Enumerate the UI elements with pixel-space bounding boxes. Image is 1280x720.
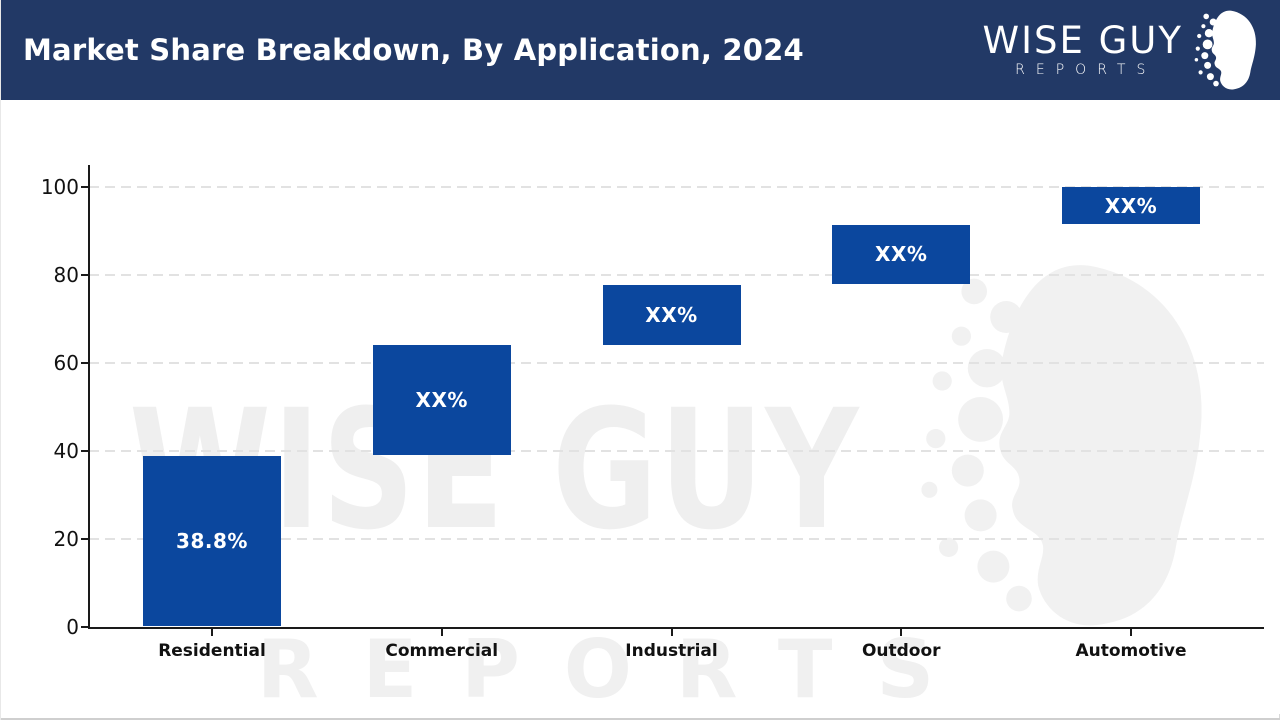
x-tick-mark-industrial (670, 628, 673, 636)
bar-outdoor: XX% (832, 224, 971, 284)
x-category-label-commercial: Commercial (385, 640, 499, 661)
brand-logo: WISE GUY REPORTS (983, 8, 1259, 92)
x-category-label-automotive: Automotive (1075, 640, 1187, 661)
y-tick-label-20: 20 (53, 526, 79, 551)
bar-value-label-automotive: XX% (1104, 193, 1158, 218)
bar-automotive: XX% (1062, 187, 1200, 224)
y-tick-mark-80 (81, 273, 89, 276)
x-category-label-industrial: Industrial (625, 640, 718, 661)
bar-value-label-commercial: XX% (415, 387, 468, 412)
y-tick-label-60: 60 (53, 350, 79, 375)
y-axis-spine (88, 165, 90, 629)
x-axis-spine (88, 626, 1264, 629)
y-tick-label-80: 80 (53, 262, 79, 287)
brand-wordmark: WISE GUY REPORTS (983, 22, 1183, 78)
bar-value-label-industrial: XX% (645, 302, 698, 327)
gridline-20 (89, 537, 1264, 540)
y-tick-mark-60 (81, 361, 89, 364)
face-dots-logo-icon (1194, 10, 1256, 90)
y-tick-label-0: 0 (66, 614, 79, 639)
waterfall-chart: WISE GUY REPORTS 0 20 40 60 80 100 38.8% Reside… (1, 100, 1280, 714)
y-tick-mark-0 (81, 625, 89, 628)
gridline-100 (89, 186, 1264, 189)
gridline-60 (89, 361, 1264, 364)
watermark-face-dots-icon (921, 265, 1202, 626)
header: Market Share Breakdown, By Application, … (1, 0, 1280, 100)
bar-residential: 38.8% (143, 456, 281, 627)
bottom-divider (1, 718, 1280, 720)
watermark-reports: REPORTS (257, 623, 979, 716)
brand-name: WISE GUY (982, 19, 1183, 62)
bar-value-label-outdoor: XX% (875, 242, 928, 267)
x-tick-mark-automotive (1130, 628, 1132, 636)
y-tick-mark-100 (81, 186, 89, 189)
x-category-label-residential: Residential (158, 640, 266, 661)
brand-subtitle: REPORTS (1015, 62, 1157, 78)
x-tick-mark-commercial (440, 628, 443, 636)
gridline-80 (89, 273, 1264, 276)
bar-value-label-residential: 38.8% (176, 529, 248, 554)
gridline-40 (89, 449, 1264, 452)
x-category-label-outdoor: Outdoor (861, 640, 941, 661)
bar-industrial: XX% (602, 284, 741, 345)
bar-commercial: XX% (372, 344, 511, 456)
y-tick-mark-20 (81, 537, 89, 540)
y-tick-label-100: 100 (40, 175, 79, 200)
x-tick-mark-residential (211, 628, 213, 636)
y-tick-label-40: 40 (53, 438, 79, 463)
y-tick-mark-40 (81, 449, 89, 452)
x-tick-mark-outdoor (900, 628, 903, 636)
page-title: Market Share Breakdown, By Application, … (23, 33, 804, 67)
